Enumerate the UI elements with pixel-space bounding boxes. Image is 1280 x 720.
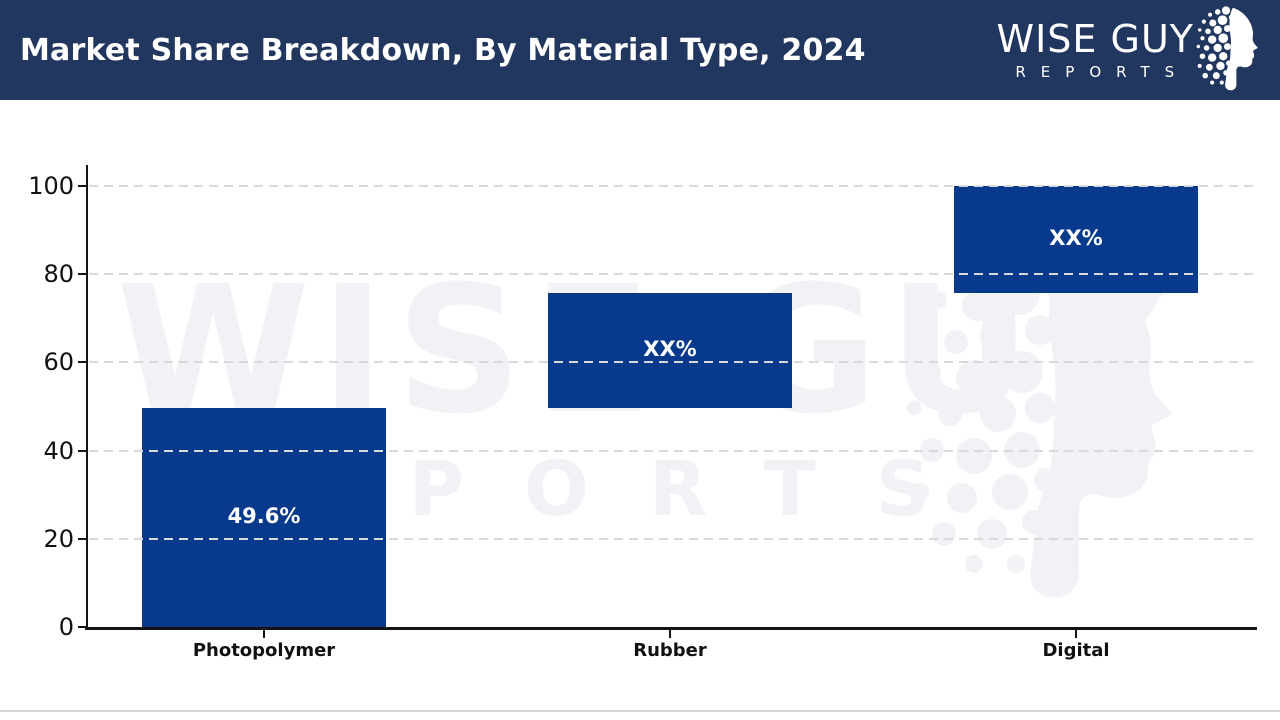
y-tick-label-80: 80	[43, 260, 74, 289]
y-tick-0	[78, 626, 86, 628]
y-axis-line	[86, 165, 88, 630]
gridline-20	[89, 537, 1256, 540]
gridline-100	[89, 185, 1256, 187]
y-tick-label-40: 40	[43, 436, 74, 465]
wiseguy-face-icon	[1196, 6, 1258, 91]
x-tick-digital	[1075, 630, 1077, 638]
y-tick-label-20: 20	[43, 524, 74, 553]
x-tick-photopolymer	[263, 630, 265, 638]
gridline-40	[89, 449, 1256, 452]
y-tick-label-60: 60	[43, 348, 74, 377]
bar-photopolymer	[142, 408, 386, 627]
gridline-80	[89, 273, 1256, 276]
y-tick-100	[78, 185, 86, 187]
y-tick-20	[78, 537, 86, 540]
x-axis-line	[85, 627, 1257, 630]
bar-value-label-digital: XX%	[1049, 225, 1103, 250]
x-tick-label-photopolymer: Photopolymer	[192, 640, 336, 661]
logo-subtitle: REPORTS	[1015, 63, 1190, 81]
logo-text: WISE GUY REPORTS	[997, 20, 1194, 80]
bar-rubber	[548, 293, 792, 409]
y-tick-label-100: 100	[28, 172, 74, 200]
y-tick-80	[78, 273, 86, 276]
bar-value-label-photopolymer: 49.6%	[227, 503, 301, 528]
x-tick-label-rubber: Rubber	[633, 640, 707, 661]
logo-wordmark: WISE GUY	[996, 17, 1194, 61]
x-tick-rubber	[669, 630, 671, 638]
y-tick-60	[78, 361, 86, 364]
page-title: Market Share Breakdown, By Material Type…	[20, 32, 866, 68]
gridline-60	[89, 361, 1256, 364]
bar-digital	[954, 186, 1198, 294]
x-tick-label-digital: Digital	[1042, 640, 1110, 661]
report-header: Market Share Breakdown, By Material Type…	[0, 0, 1280, 100]
chart-area: WISE GUY REPORTS 02040608010049.6%XX%XX%…	[0, 100, 1280, 712]
y-tick-40	[78, 449, 86, 452]
y-tick-label-0: 0	[58, 613, 74, 641]
bar-value-label-rubber: XX%	[643, 336, 697, 361]
wiseguy-logo: WISE GUY REPORTS	[997, 5, 1262, 95]
